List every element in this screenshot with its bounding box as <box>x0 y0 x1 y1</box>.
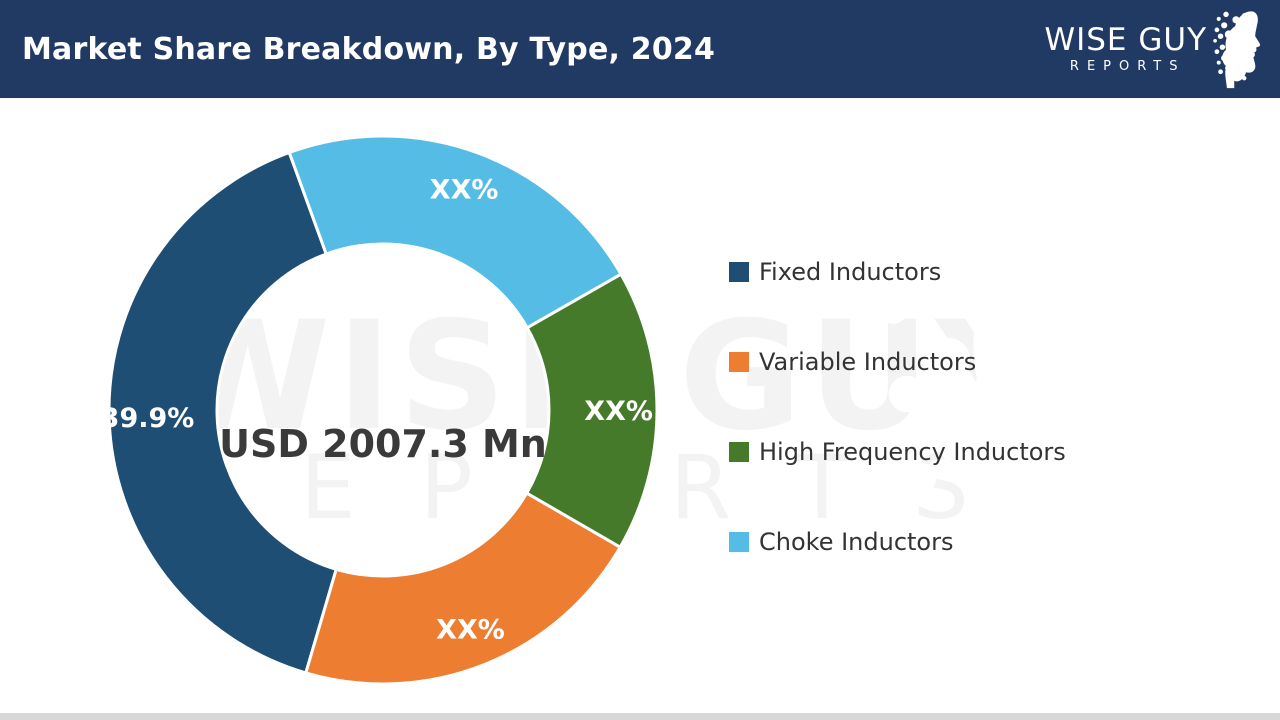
legend-item-variable-inductors: Variable Inductors <box>729 348 1066 376</box>
legend-swatch <box>729 442 749 462</box>
legend-item-choke-inductors: Choke Inductors <box>729 528 1066 556</box>
legend-label: High Frequency Inductors <box>759 438 1066 466</box>
donut-slice-variable-inductors <box>304 491 622 686</box>
slice-percentage-label: XX% <box>430 174 499 205</box>
wise-guy-logo: WISE GUY REPORTS <box>1044 6 1264 92</box>
legend-swatch <box>729 262 749 282</box>
legend-swatch <box>729 352 749 372</box>
slice-percentage-label: 39.9% <box>106 403 194 434</box>
donut-slice-fixed-inductors <box>107 151 338 675</box>
slice-percentage-label: XX% <box>584 396 653 427</box>
slice-percentage-label: XX% <box>436 614 505 645</box>
chart-area: WISE GUY R E P O R T S 39.9%XX%XX%XX% US… <box>0 98 1280 713</box>
logo-subtitle: REPORTS <box>1069 58 1186 74</box>
legend-item-fixed-inductors: Fixed Inductors <box>729 258 1066 286</box>
donut-slice-choke-inductors <box>287 134 623 330</box>
legend-label: Fixed Inductors <box>759 258 942 286</box>
donut-center-value: USD 2007.3 Mn <box>219 422 547 466</box>
bottom-divider <box>0 713 1280 720</box>
legend-label: Choke Inductors <box>759 528 954 556</box>
page-title: Market Share Breakdown, By Type, 2024 <box>22 31 716 67</box>
header-bar: Market Share Breakdown, By Type, 2024 WI… <box>0 0 1280 98</box>
chart-legend: Fixed Inductors Variable Inductors High Fr… <box>729 258 1066 556</box>
legend-item-high-frequency-inductors: High Frequency Inductors <box>729 438 1066 466</box>
logo-face-icon <box>1213 11 1261 89</box>
donut-svg: 39.9% XX% XX% XX% <box>101 134 659 686</box>
legend-swatch <box>729 532 749 552</box>
logo-text: WISE GUY REPORTS <box>1044 24 1207 74</box>
logo-wordmark: WISE GUY <box>1044 22 1207 59</box>
donut-chart: 39.9% XX% XX% XX% USD 2007.3 Mn <box>101 133 660 687</box>
legend-label: Variable Inductors <box>759 348 977 376</box>
